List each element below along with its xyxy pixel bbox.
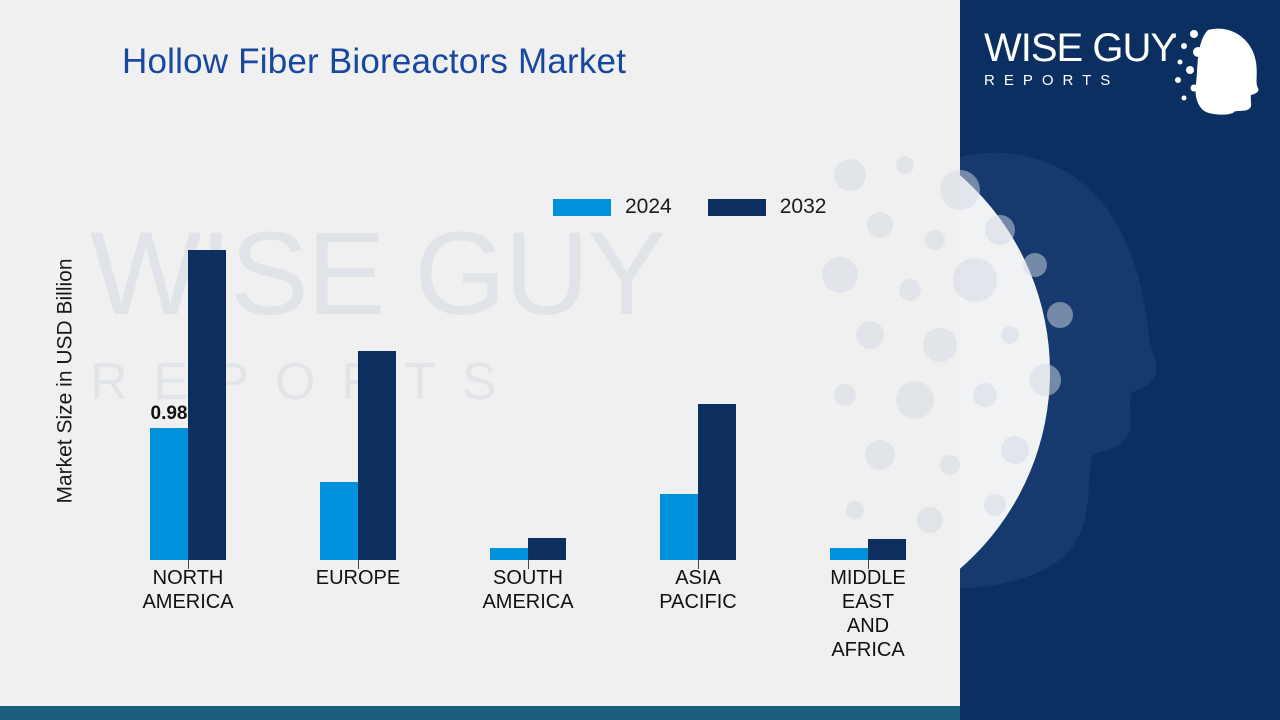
bar-group xyxy=(490,210,566,560)
bar-rect xyxy=(528,538,566,560)
x-axis-category-label: EUROPE xyxy=(258,566,458,590)
axis-tick xyxy=(868,560,869,569)
cat-label-line: NORTH xyxy=(152,567,224,589)
brand-logo: WISE GUY REPORTS xyxy=(984,26,1260,118)
axis-tick xyxy=(188,560,189,569)
bar-2032[interactable] xyxy=(188,210,226,560)
legend-label-2032: 2032 xyxy=(779,195,827,218)
cat-label-line: ASIA xyxy=(675,567,721,589)
cat-label-line: EAST xyxy=(841,591,895,613)
y-axis-label-text: Market Size in USD Billion xyxy=(54,258,77,504)
bar-2032[interactable] xyxy=(358,210,396,560)
head-profile-icon xyxy=(1172,28,1259,115)
cat-label-line: EUROPE xyxy=(315,567,401,589)
cat-label-line: MIDDLE xyxy=(830,567,906,589)
bar-2032[interactable] xyxy=(528,210,566,560)
cat-label-line: AND xyxy=(846,615,890,637)
logo-wordmark: WISE GUY xyxy=(984,26,1177,70)
cat-label-line: AMERICA xyxy=(482,591,574,613)
bar-rect xyxy=(830,548,868,560)
logo-subtext: REPORTS xyxy=(984,72,1120,89)
bar-rect xyxy=(868,539,906,560)
bar-rect xyxy=(698,404,736,560)
cat-label-line: SOUTH xyxy=(493,567,563,589)
plot-area: 0.98 xyxy=(95,210,925,560)
bar-2024[interactable]: 0.98 xyxy=(150,210,188,560)
chart-legend: 2024 2032 xyxy=(553,195,826,219)
bar-2024[interactable] xyxy=(660,210,698,560)
cat-label-line: PACIFIC xyxy=(659,591,737,613)
bar-group xyxy=(320,210,396,560)
y-axis-label: Market Size in USD Billion xyxy=(46,196,86,566)
bar-2024[interactable] xyxy=(830,210,868,560)
bar-rect xyxy=(150,428,188,560)
x-axis-category-label: NORTH AMERICA xyxy=(88,566,288,614)
footer-strip xyxy=(0,706,960,720)
bar-value-label: 0.98 xyxy=(150,403,188,424)
legend-swatch-2024 xyxy=(553,198,611,216)
page-title: Hollow Fiber Bioreactors Market xyxy=(122,42,627,81)
cat-label-line: AMERICA xyxy=(142,591,234,613)
bar-group xyxy=(830,210,906,560)
bar-rect xyxy=(320,482,358,560)
axis-tick xyxy=(698,560,699,569)
legend-item-2032[interactable]: 2032 xyxy=(707,195,827,219)
bar-chart: Hollow Fiber Bioreactors Market Market S… xyxy=(46,42,925,661)
bar-rect xyxy=(660,494,698,560)
bar-rect xyxy=(188,250,226,560)
x-axis-category-label: MIDDLE EAST AND AFRICA xyxy=(768,566,968,662)
bar-group: 0.98 xyxy=(150,210,226,560)
axis-tick xyxy=(358,560,359,569)
bar-2024[interactable] xyxy=(490,210,528,560)
legend-swatch-2032 xyxy=(707,198,766,216)
cat-label-line: AFRICA xyxy=(831,639,905,661)
bar-group xyxy=(660,210,736,560)
legend-item-2024[interactable]: 2024 xyxy=(553,195,672,219)
x-axis-category-label: SOUTH AMERICA xyxy=(428,566,628,614)
x-axis-category-label: ASIA PACIFIC xyxy=(598,566,798,614)
bar-rect xyxy=(358,351,396,560)
axis-tick xyxy=(528,560,529,569)
bar-2032[interactable] xyxy=(698,210,736,560)
bar-rect xyxy=(490,548,528,560)
legend-label-2024: 2024 xyxy=(625,195,672,218)
bar-2024[interactable] xyxy=(320,210,358,560)
bar-2032[interactable] xyxy=(868,210,906,560)
